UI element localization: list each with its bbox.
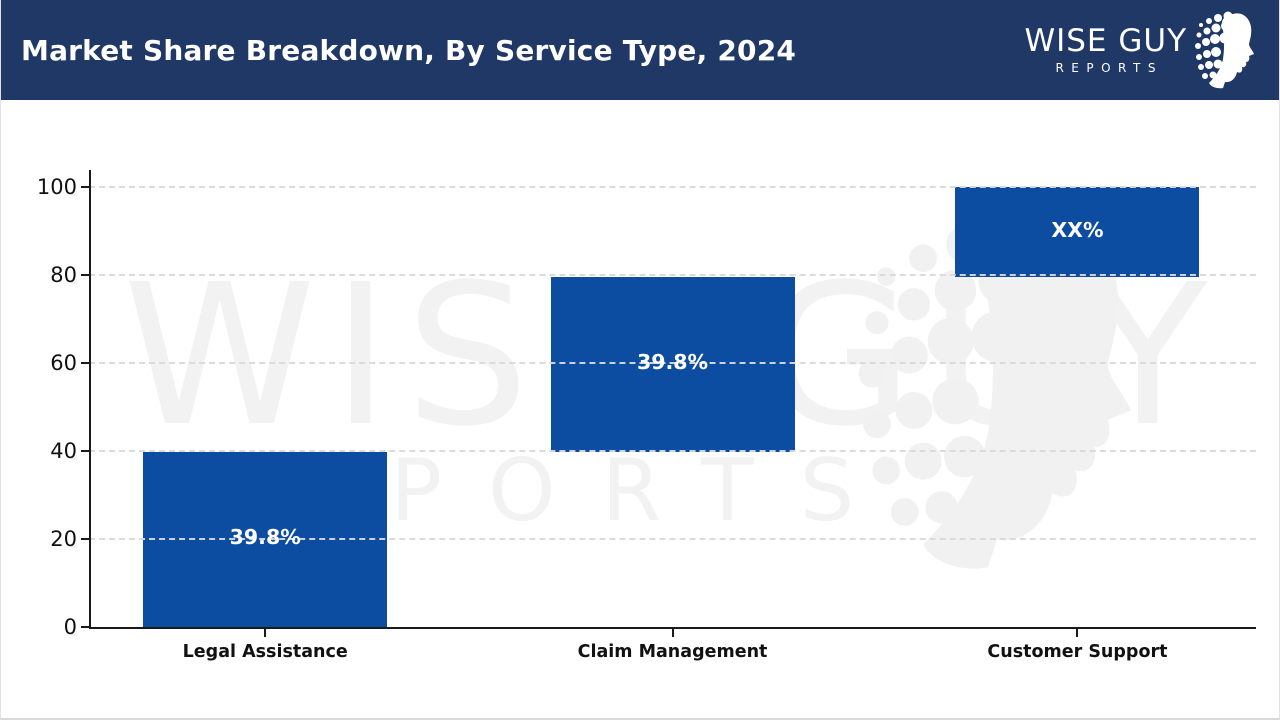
y-tick <box>81 274 89 276</box>
gridline <box>89 186 1256 188</box>
bar-value-label: 39.8% <box>636 350 709 375</box>
brand-logo: WISE GUY REPORTS <box>1024 11 1257 89</box>
category-label: Claim Management <box>577 642 768 662</box>
x-tick <box>264 629 267 637</box>
bar-value-label: XX% <box>1051 217 1104 242</box>
brand-name: WISE GUY <box>1024 23 1187 59</box>
x-axis-line <box>89 627 1256 629</box>
gridline <box>89 274 1256 276</box>
y-tick <box>81 186 89 188</box>
y-tick <box>81 450 89 452</box>
y-axis-spine <box>89 170 91 629</box>
header-bar: Market Share Breakdown, By Service Type,… <box>1 0 1279 100</box>
y-tick-label: 100 <box>36 175 77 199</box>
y-tick-label: 40 <box>50 439 77 463</box>
y-tick-label: 60 <box>50 351 77 375</box>
y-tick-label: 0 <box>63 615 77 639</box>
bar-value-label: 39.8% <box>229 525 301 550</box>
category-label: Customer Support <box>987 642 1168 662</box>
gridline <box>89 450 1256 452</box>
y-tick-label: 80 <box>50 263 77 287</box>
gridline <box>89 362 1256 364</box>
gridline <box>89 538 1256 540</box>
y-tick <box>81 362 89 364</box>
bar <box>550 276 795 452</box>
x-tick <box>1076 629 1079 637</box>
plot-area: 39.8% 39.8% XX% 0 20 40 60 80 100 Legal Assistanc… <box>37 170 1256 710</box>
brand-subname: REPORTS <box>1055 61 1163 75</box>
bar <box>955 187 1200 277</box>
x-tick <box>671 629 674 637</box>
y-tick <box>81 626 89 628</box>
y-tick <box>81 538 89 540</box>
y-tick-label: 20 <box>50 527 77 551</box>
category-label: Legal Assistance <box>182 642 348 662</box>
page-title: Market Share Breakdown, By Service Type,… <box>21 33 797 67</box>
wiseguy-head-icon <box>1195 11 1254 89</box>
brand-wordmark: WISE GUY REPORTS <box>1024 23 1187 75</box>
